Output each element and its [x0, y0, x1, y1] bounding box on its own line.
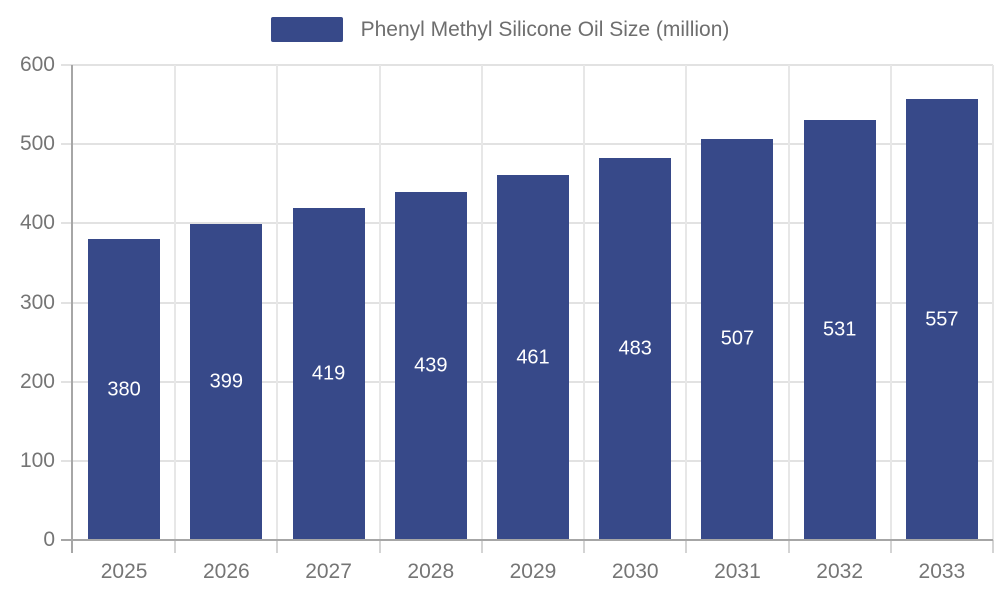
- plot-area: 380 2025 399 2026 419 2027 439 2028 461 2029 483 20…: [73, 64, 994, 583]
- v-gridline: [685, 65, 688, 540]
- bar-value-label: 380: [107, 378, 141, 401]
- bar-2029: 461: [497, 175, 569, 540]
- x-tick-label-2029: 2029: [509, 560, 557, 583]
- y-tick-mark-500: [61, 143, 73, 146]
- h-gridline-600: [73, 64, 993, 66]
- y-tick-mark-300: [61, 301, 73, 304]
- bar-2031: 507: [701, 138, 774, 540]
- x-tick-mark: [685, 540, 688, 553]
- y-tick-label-600: 600: [19, 53, 55, 76]
- v-gridline: [992, 65, 994, 540]
- v-gridline: [276, 65, 279, 540]
- v-gridline: [787, 65, 790, 540]
- x-tick-label-2032: 2032: [816, 560, 864, 583]
- bar-value-label: 557: [925, 308, 959, 331]
- v-gridline: [378, 65, 381, 540]
- y-tick-label-300: 300: [19, 290, 55, 314]
- bar-2030: 483: [599, 157, 672, 540]
- bar-2032: 531: [803, 119, 876, 540]
- legend-label: Phenyl Methyl Silicone Oil Size (million…: [360, 17, 730, 41]
- x-axis-line: [73, 539, 993, 541]
- y-tick-mark-100: [61, 459, 73, 462]
- y-tick-label-400: 400: [19, 211, 55, 235]
- bar-value-label: 461: [516, 346, 550, 369]
- bar-value-label: 399: [209, 370, 244, 393]
- bar-2027: 419: [292, 208, 365, 540]
- legend-item[interactable]: Phenyl Methyl Silicone Oil Size (million…: [0, 17, 1000, 42]
- v-gridline: [583, 65, 586, 540]
- x-tick-label-2031: 2031: [714, 560, 761, 583]
- bar-value-label: 531: [822, 318, 857, 341]
- x-tick-mark: [992, 540, 994, 553]
- x-tick-label-2030: 2030: [611, 560, 659, 583]
- y-tick-mark-0: [61, 539, 73, 541]
- y-tick-label-0: 0: [43, 528, 55, 551]
- bar-2028: 439: [394, 192, 467, 540]
- bar-2033: 557: [905, 99, 978, 540]
- y-tick-label-100: 100: [19, 448, 55, 472]
- h-gridline-500: [73, 143, 993, 146]
- x-tick-label-2025: 2025: [100, 560, 148, 583]
- x-tick-mark: [480, 540, 483, 553]
- bar-2026: 399: [190, 224, 263, 540]
- v-gridline: [889, 65, 892, 540]
- x-tick-mark: [276, 540, 279, 553]
- x-tick-label-2033: 2033: [918, 560, 966, 583]
- x-tick-mark: [378, 540, 381, 553]
- bar-2025: 380: [88, 239, 161, 540]
- v-gridline: [174, 65, 177, 540]
- legend-swatch: [270, 17, 343, 42]
- x-tick-mark: [583, 540, 586, 553]
- x-tick-mark: [787, 540, 790, 553]
- y-axis-line: [71, 65, 73, 553]
- x-tick-mark: [174, 540, 177, 553]
- x-tick-label-2026: 2026: [202, 560, 250, 583]
- y-tick-mark-600: [61, 64, 73, 66]
- bar-value-label: 419: [311, 362, 346, 385]
- bar-value-label: 439: [414, 354, 448, 377]
- bar-value-label: 483: [618, 337, 652, 360]
- v-gridline: [480, 65, 483, 540]
- y-tick-label-500: 500: [19, 132, 55, 156]
- bar-value-label: 507: [720, 327, 755, 350]
- y-tick-mark-200: [61, 380, 73, 383]
- x-tick-label-2027: 2027: [305, 560, 352, 583]
- x-tick-mark: [889, 540, 892, 553]
- y-tick-mark-400: [61, 222, 73, 225]
- y-tick-label-200: 200: [19, 369, 55, 393]
- x-tick-label-2028: 2028: [407, 560, 455, 583]
